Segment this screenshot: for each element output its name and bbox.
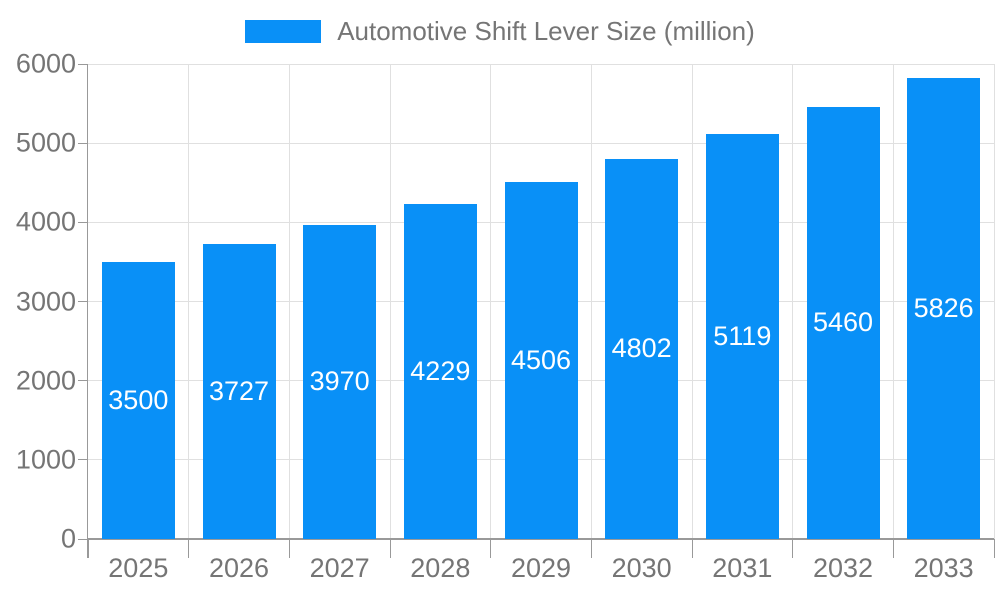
bar-value-label: 5826 xyxy=(913,292,974,323)
bar-2028[interactable]: 4229 xyxy=(403,204,477,539)
x-tick xyxy=(389,539,391,558)
bar-value-label: 5460 xyxy=(812,307,874,338)
y-tick xyxy=(78,301,88,302)
x-axis-label: 2031 xyxy=(712,553,773,583)
x-axis-label: 2026 xyxy=(208,553,270,583)
y-axis-label: 5000 xyxy=(15,127,76,158)
x-tick xyxy=(288,539,290,558)
y-tick xyxy=(78,459,88,461)
h-gridline xyxy=(88,63,994,65)
bar-2030[interactable]: 4802 xyxy=(605,158,679,539)
y-tick xyxy=(78,63,88,65)
bar-2025[interactable]: 3500 xyxy=(101,261,175,539)
x-axis-label: 2032 xyxy=(812,553,874,583)
y-tick xyxy=(78,538,88,540)
legend-item[interactable]: Automotive Shift Lever Size (million) xyxy=(245,18,755,44)
bar-value-label: 3500 xyxy=(108,384,169,415)
y-axis-label: 0 xyxy=(60,523,76,554)
x-tick xyxy=(87,539,89,558)
x-axis-label: 2030 xyxy=(611,553,672,583)
v-gridline xyxy=(590,64,592,539)
v-gridline xyxy=(490,64,492,539)
y-axis-label: 1000 xyxy=(15,444,76,475)
bar-value-label: 4229 xyxy=(410,356,471,387)
x-axis-label: 2028 xyxy=(410,553,471,583)
v-gridline xyxy=(389,64,391,539)
v-gridline xyxy=(188,64,190,539)
bar-2027[interactable]: 3970 xyxy=(303,224,377,539)
legend-swatch-icon xyxy=(245,19,322,43)
y-tick xyxy=(78,380,88,382)
x-tick xyxy=(691,539,693,558)
y-tick xyxy=(78,142,88,144)
x-tick xyxy=(892,539,894,558)
bar-value-label: 5119 xyxy=(713,320,772,351)
legend-label: Automotive Shift Lever Size (million) xyxy=(337,16,755,46)
x-axis-label: 2027 xyxy=(309,553,370,583)
x-axis-line xyxy=(88,538,994,540)
v-gridline xyxy=(288,64,290,539)
legend: Automotive Shift Lever Size (million) xyxy=(0,8,1000,54)
y-axis-label: 4000 xyxy=(15,206,76,237)
bar-2031[interactable]: 5119 xyxy=(705,133,779,539)
y-axis-label: 6000 xyxy=(15,48,76,79)
bar-2032[interactable]: 5460 xyxy=(806,106,880,539)
bar-value-label: 3970 xyxy=(309,366,370,397)
x-tick xyxy=(490,539,492,558)
bar-2026[interactable]: 3727 xyxy=(202,243,276,539)
x-axis-label: 2025 xyxy=(108,553,169,583)
y-axis-label: 2000 xyxy=(15,365,76,396)
bar-2033[interactable]: 5826 xyxy=(907,77,981,539)
x-tick xyxy=(188,539,190,558)
x-tick xyxy=(993,539,995,558)
v-gridline xyxy=(993,64,995,539)
v-gridline xyxy=(691,64,693,539)
x-tick xyxy=(590,539,592,558)
bar-value-label: 4802 xyxy=(611,333,672,364)
v-gridline xyxy=(792,64,794,539)
bar-value-label: 4506 xyxy=(510,345,572,376)
x-tick xyxy=(792,539,794,558)
y-tick xyxy=(78,221,88,223)
h-gridline xyxy=(88,142,994,144)
x-axis-label: 2033 xyxy=(913,553,974,583)
v-gridline xyxy=(892,64,894,539)
bar-2029[interactable]: 4506 xyxy=(504,182,578,539)
bar-value-label: 3727 xyxy=(208,375,270,406)
y-axis-line xyxy=(87,64,88,558)
y-axis-label: 3000 xyxy=(15,286,76,316)
x-axis-label: 2029 xyxy=(510,553,572,583)
